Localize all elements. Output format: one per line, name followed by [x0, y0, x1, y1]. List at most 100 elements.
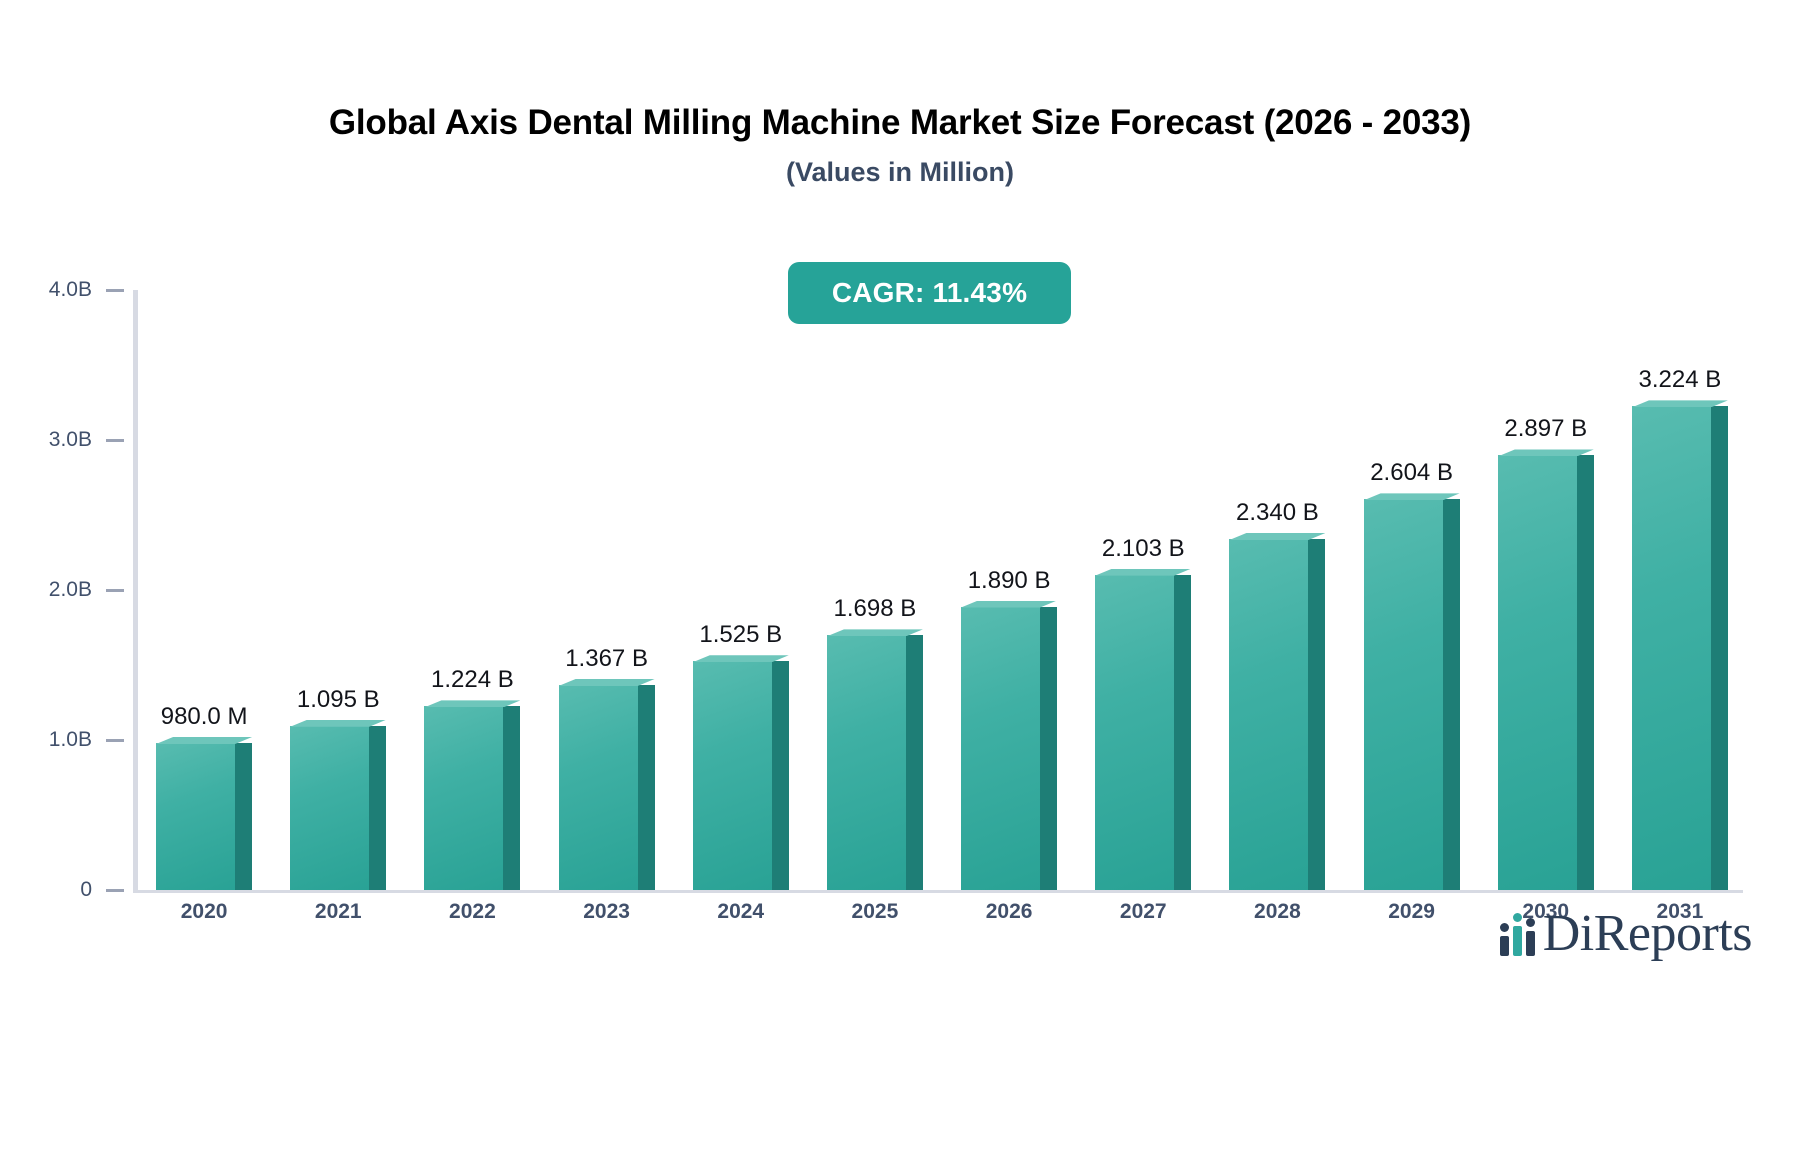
y-axis-tick-label: 2.0B: [48, 578, 92, 601]
y-axis-tick-label: 3.0B: [48, 428, 92, 451]
bar-top-face: [961, 600, 1058, 608]
y-axis-tick: 4.0B: [0, 278, 133, 302]
bar-top-face: [1229, 533, 1326, 540]
bar-front-face: [1631, 406, 1711, 890]
bar-2021[interactable]: 1.095 B: [290, 686, 387, 890]
bar-value-label: 1.525 B: [699, 621, 783, 649]
bar-front-face: [424, 706, 504, 890]
chart-subtitle: (Values in Million): [785, 156, 1015, 187]
cagr-badge: CAGR: 11.43%: [788, 262, 1071, 324]
y-axis-tick: 3.0B: [0, 428, 133, 452]
bar-top-face: [692, 655, 789, 663]
bar-top-face: [826, 629, 923, 637]
bar-body: [1497, 449, 1594, 890]
bar-body: [558, 678, 655, 890]
bar-2020[interactable]: 980.0 M: [156, 703, 253, 890]
bar-value-label: 1.224 B: [431, 666, 514, 694]
bar-value-label: 2.604 B: [1370, 459, 1453, 487]
bar-2031[interactable]: 3.224 B: [1631, 366, 1728, 890]
bar-front-face: [1095, 574, 1175, 890]
x-axis-label-2023: 2023: [583, 900, 630, 923]
bar-body: [1095, 568, 1192, 890]
x-axis-label-2030: 2030: [1522, 900, 1570, 923]
bar-2028[interactable]: 2.340 B: [1229, 499, 1326, 890]
bar-body: [156, 737, 253, 890]
title-block: Global Axis Dental Milling Machine Marke…: [0, 103, 1800, 188]
bar-top-face: [1631, 400, 1728, 408]
bar-body: [424, 700, 521, 890]
bar-body: [692, 655, 789, 890]
bar-2026[interactable]: 1.890 B: [961, 567, 1058, 890]
y-axis-tick: 1.0B: [0, 728, 133, 752]
bar-side-face: [771, 661, 789, 890]
bar-side-face: [1442, 499, 1460, 890]
x-axis-label-2020: 2020: [180, 900, 228, 923]
bar-top-face: [290, 719, 387, 727]
bar-front-face: [290, 725, 370, 890]
direports-logo: DiReports: [1499, 908, 1753, 960]
bar-2030[interactable]: 2.897 B: [1497, 415, 1594, 890]
bar-value-label: 1.698 B: [833, 595, 917, 623]
x-axis-label-2028: 2028: [1254, 900, 1301, 923]
bar-front-face: [826, 635, 906, 890]
bar-2029[interactable]: 2.604 B: [1363, 459, 1460, 890]
bar-value-label: 2.340 B: [1236, 499, 1319, 526]
x-axis-labels: 2020 2021 2022 2023 2024 2025 2026 2027 2028 2029…: [133, 900, 1743, 940]
y-axis-tick-label: 1.0B: [48, 728, 92, 751]
bar-front-face: [692, 661, 772, 890]
bar-value-label: 2.103 B: [1101, 534, 1185, 562]
bar-body: [1631, 400, 1728, 890]
bar-value-label: 2.897 B: [1504, 415, 1588, 443]
bar-side-face: [905, 635, 923, 890]
y-axis-tick-mark: [106, 288, 124, 292]
bar-value-label: 1.095 B: [296, 685, 380, 713]
bar-side-face: [1174, 574, 1192, 890]
bar-front-face: [558, 684, 638, 890]
bar-side-face: [1040, 606, 1058, 890]
y-axis-line: [133, 290, 138, 890]
bar-value-label: 1.367 B: [565, 644, 648, 672]
y-axis-tick: 2.0B: [0, 578, 133, 602]
x-axis-label-2031: 2031: [1656, 900, 1704, 923]
bar-side-face: [1710, 406, 1728, 890]
page-title: Global Axis Dental Milling Machine Marke…: [328, 103, 1472, 142]
bars-layer: 980.0 M 1.095 B 1.224 B 1.367 B 1.525 B 1.698…: [133, 290, 1743, 890]
x-axis-line: [133, 890, 1743, 893]
bar-2027[interactable]: 2.103 B: [1095, 535, 1192, 890]
x-axis-label-2022: 2022: [449, 900, 496, 923]
bar-value-label: 3.224 B: [1638, 366, 1722, 394]
plot-area: 0 1.0B 2.0B 3.0B 4.0B 980.0 M 1.095 B 1.224 B 1…: [49, 278, 1743, 901]
bar-top-face: [1497, 449, 1594, 457]
bar-2023[interactable]: 1.367 B: [558, 645, 655, 890]
bar-front-face: [961, 606, 1041, 890]
bar-body: [961, 600, 1058, 890]
y-axis-tick-label: 0: [80, 878, 92, 901]
bar-top-face: [558, 678, 655, 686]
bar-front-face: [1497, 455, 1577, 890]
bar-top-face: [156, 737, 253, 744]
bar-front-face: [1363, 499, 1443, 890]
bar-2025[interactable]: 1.698 B: [826, 595, 923, 890]
x-axis-label-2025: 2025: [851, 900, 899, 923]
bar-side-face: [1576, 455, 1594, 890]
bar-chart-icon: [1499, 913, 1535, 960]
bar-top-face: [1095, 568, 1192, 576]
bar-value-label: 1.890 B: [967, 566, 1051, 594]
y-axis-tick: 0: [0, 878, 133, 902]
bar-body: [1363, 493, 1460, 890]
y-axis-tick-mark: [106, 438, 124, 442]
y-axis-tick-label: 4.0B: [48, 278, 92, 301]
bar-value-label: 980.0 M: [160, 703, 248, 730]
bar-top-face: [424, 700, 521, 708]
bar-side-face: [369, 725, 387, 890]
bar-side-face: [503, 706, 521, 890]
x-axis-label-2021: 2021: [314, 900, 362, 923]
y-axis-tick-mark: [106, 738, 124, 742]
bar-side-face: [235, 743, 253, 890]
bar-front-face: [1229, 539, 1309, 890]
x-axis-label-2029: 2029: [1388, 900, 1435, 923]
bar-front-face: [156, 743, 236, 890]
bar-2024[interactable]: 1.525 B: [692, 621, 789, 890]
bar-2022[interactable]: 1.224 B: [424, 666, 521, 890]
bar-side-face: [1308, 539, 1326, 890]
